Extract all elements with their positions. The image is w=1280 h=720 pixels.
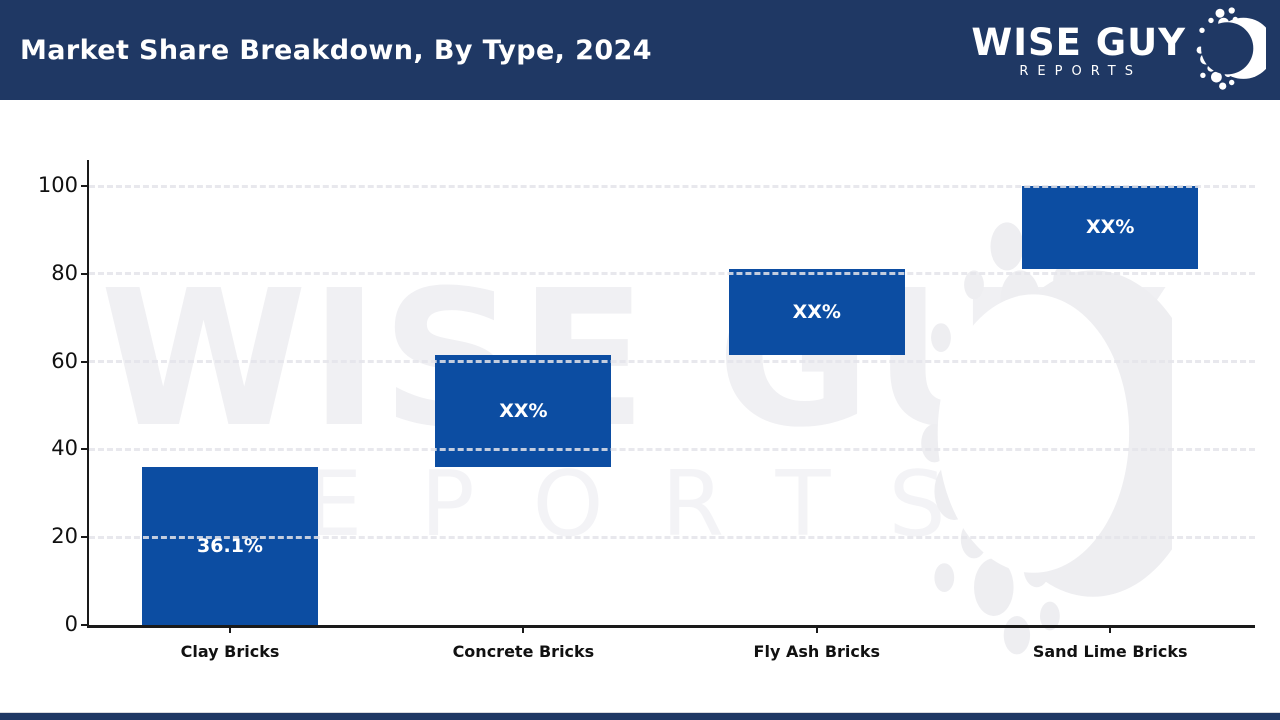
y-tick-label: 80 xyxy=(51,260,78,285)
y-tick xyxy=(81,448,89,451)
gridline xyxy=(89,272,1255,276)
footer-bar xyxy=(0,713,1280,720)
bar-value-label: 36.1% xyxy=(197,534,263,557)
y-tick-label: 60 xyxy=(51,348,78,373)
bar-segment: 36.1% xyxy=(142,466,318,625)
category-label: Concrete Bricks xyxy=(452,642,595,661)
y-tick xyxy=(81,360,89,363)
x-tick xyxy=(522,625,525,633)
gridline xyxy=(89,535,1255,539)
page-title: Market Share Breakdown, By Type, 2024 xyxy=(20,34,652,66)
brand-subtext: REPORTS xyxy=(1019,63,1142,79)
y-tick-label: 0 xyxy=(64,612,78,636)
brand-wordmark: WISE GUY xyxy=(971,20,1186,64)
bar-value-label: XX% xyxy=(499,399,548,422)
y-tick-label: 20 xyxy=(51,524,78,549)
watermark-face-icon xyxy=(921,215,1172,655)
chart-area: WISE GUY REPORTS 0 20 40 60 80 100 36.1% Clay B… xyxy=(0,100,1280,713)
y-tick xyxy=(81,536,89,539)
bar-segment: XX% xyxy=(1022,186,1199,269)
bottom-divider xyxy=(0,712,1280,713)
y-tick-label: 40 xyxy=(51,436,78,461)
y-tick xyxy=(81,185,89,187)
brand-face-icon xyxy=(1196,7,1266,90)
y-tick xyxy=(81,624,89,626)
bar-value-label: XX% xyxy=(1086,216,1135,239)
category-label: Clay Bricks xyxy=(180,642,280,661)
brand-logo: WISE GUY REPORTS xyxy=(971,6,1266,96)
x-axis-line xyxy=(87,625,1255,628)
x-tick xyxy=(229,625,231,633)
bar-value-label: XX% xyxy=(792,300,841,323)
gridline xyxy=(89,184,1255,188)
y-tick-label: 100 xyxy=(37,173,78,197)
brand-logo-text: WISE GUY REPORTS xyxy=(971,24,1186,79)
category-label: Sand Lime Bricks xyxy=(1032,642,1188,661)
bar-segment: XX% xyxy=(728,268,905,356)
y-axis-line xyxy=(87,160,89,627)
x-tick xyxy=(1109,625,1112,633)
x-tick xyxy=(815,625,818,633)
y-tick xyxy=(81,272,89,275)
category-label: Fly Ash Bricks xyxy=(753,642,881,661)
gridline xyxy=(89,447,1255,451)
gridline xyxy=(89,360,1255,364)
header: Market Share Breakdown, By Type, 2024 WI… xyxy=(0,0,1280,100)
